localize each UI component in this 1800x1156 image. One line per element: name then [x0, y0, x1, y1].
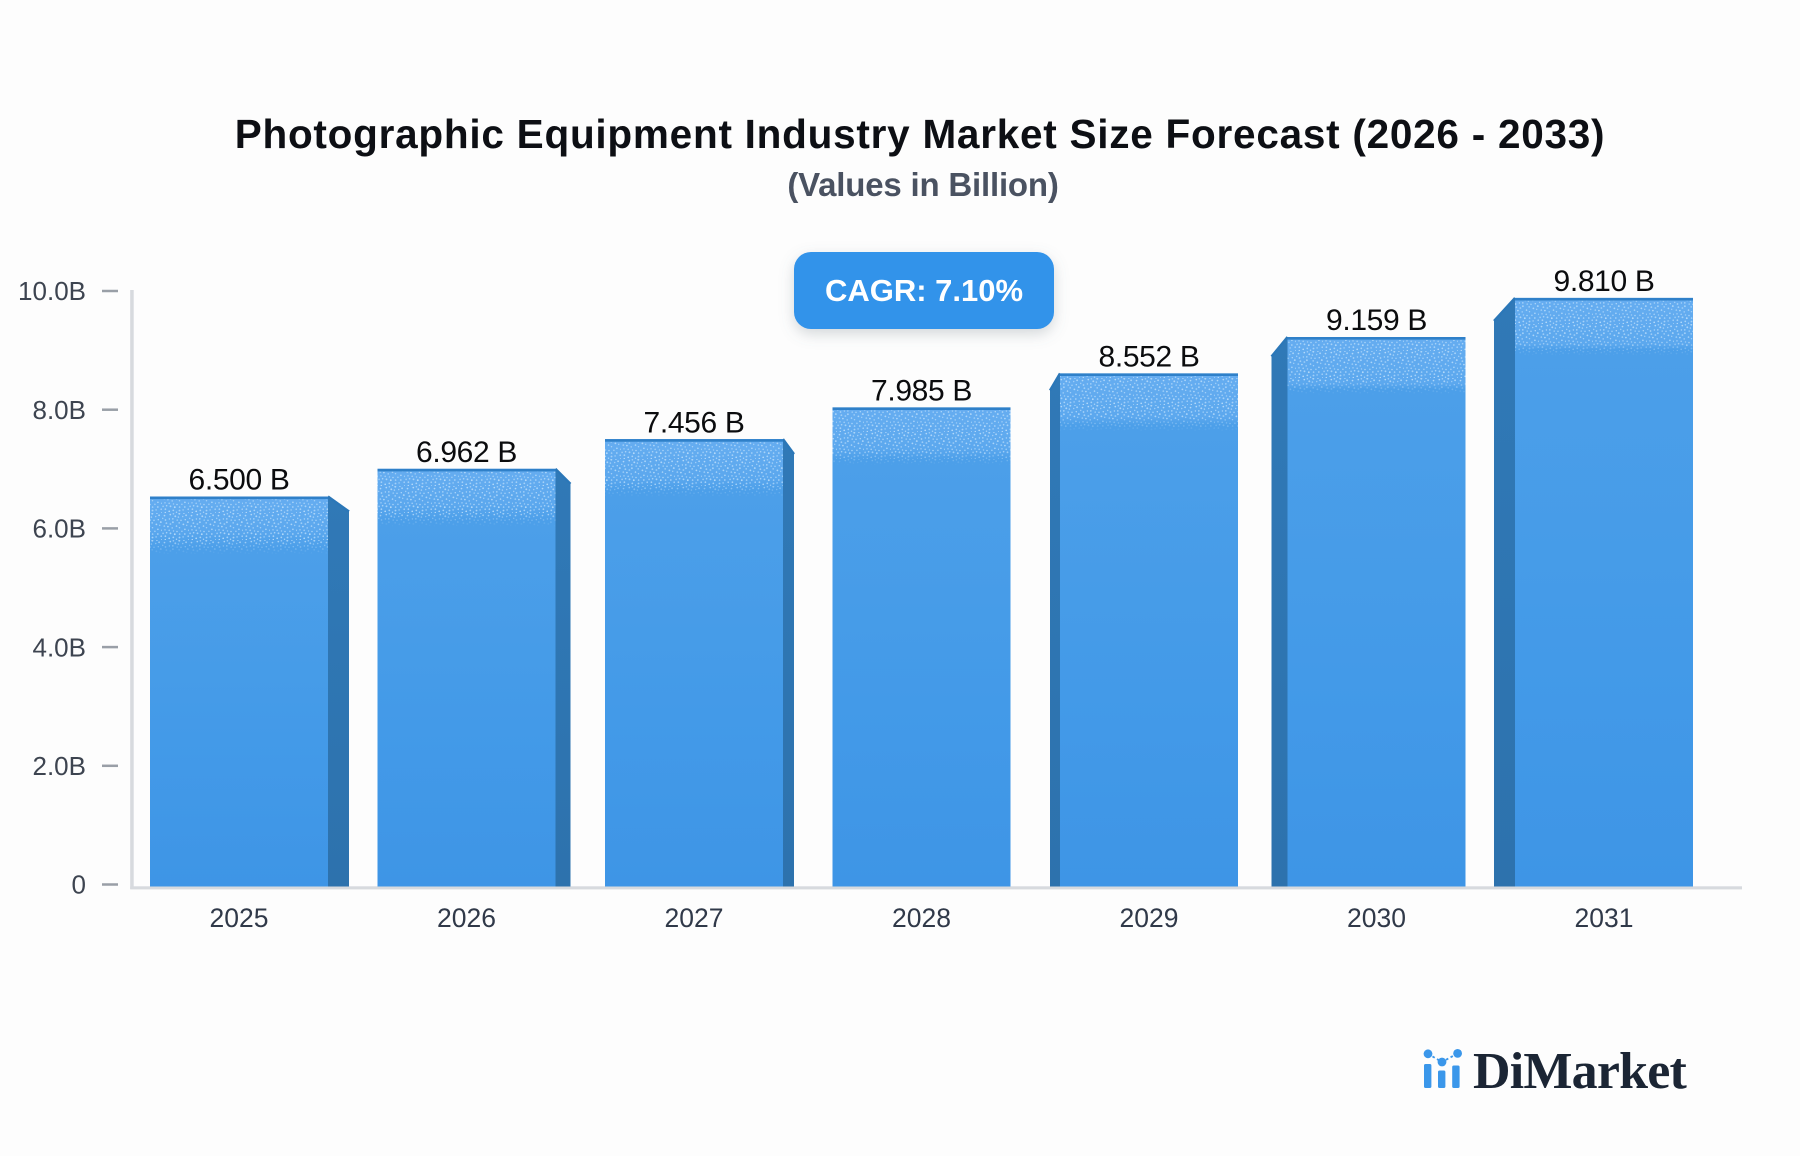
svg-text:Photographic Equipment Industr: Photographic Equipment Industry Market S… — [235, 111, 1606, 157]
svg-text:2028: 2028 — [892, 903, 951, 933]
svg-text:6.962 B: 6.962 B — [416, 436, 517, 469]
svg-text:4.0B: 4.0B — [33, 632, 87, 662]
svg-text:6.0B: 6.0B — [33, 514, 87, 544]
svg-text:2031: 2031 — [1575, 903, 1634, 933]
svg-text:7.985 B: 7.985 B — [871, 375, 972, 408]
svg-text:CAGR: 7.10%: CAGR: 7.10% — [825, 273, 1023, 308]
svg-text:7.456 B: 7.456 B — [644, 406, 745, 439]
svg-text:8.0B: 8.0B — [33, 395, 87, 425]
svg-text:(Values in Billion): (Values in Billion) — [787, 166, 1058, 203]
svg-text:2030: 2030 — [1347, 903, 1406, 933]
svg-text:9.810 B: 9.810 B — [1554, 265, 1655, 298]
svg-text:DiMarket: DiMarket — [1473, 1043, 1688, 1100]
svg-text:8.552 B: 8.552 B — [1099, 341, 1200, 374]
svg-text:2029: 2029 — [1120, 903, 1179, 933]
svg-text:2027: 2027 — [665, 903, 724, 933]
svg-text:6.500 B: 6.500 B — [189, 464, 290, 497]
svg-text:2025: 2025 — [210, 903, 269, 933]
svg-text:9.159 B: 9.159 B — [1326, 304, 1427, 337]
svg-text:2.0B: 2.0B — [33, 751, 87, 781]
svg-text:0: 0 — [72, 870, 86, 900]
svg-text:2026: 2026 — [437, 903, 496, 933]
svg-text:10.0B: 10.0B — [18, 276, 86, 306]
